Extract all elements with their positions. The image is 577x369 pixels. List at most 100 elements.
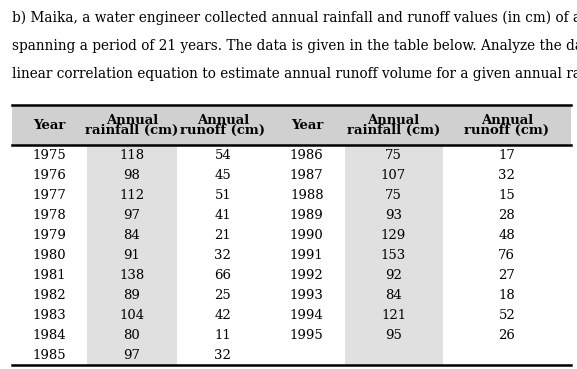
Bar — [87, 285, 177, 305]
Text: 1980: 1980 — [32, 249, 66, 262]
Text: 1984: 1984 — [32, 329, 66, 342]
Bar — [12, 185, 87, 205]
Bar — [177, 345, 269, 365]
Bar — [177, 325, 269, 345]
Bar — [443, 145, 571, 165]
Bar — [443, 345, 571, 365]
Text: 11: 11 — [215, 329, 231, 342]
Text: Year: Year — [33, 119, 66, 132]
Bar — [87, 245, 177, 265]
Text: 1989: 1989 — [290, 209, 324, 222]
Text: 1992: 1992 — [290, 269, 324, 282]
Bar — [12, 165, 87, 185]
Bar — [12, 145, 87, 165]
Text: 104: 104 — [119, 309, 144, 322]
Bar — [87, 185, 177, 205]
Text: 26: 26 — [499, 329, 515, 342]
Bar — [443, 165, 571, 185]
Bar — [269, 165, 344, 185]
Bar — [12, 105, 571, 145]
Bar — [269, 285, 344, 305]
Bar — [87, 305, 177, 325]
Bar — [177, 285, 269, 305]
Bar — [12, 245, 87, 265]
Bar — [12, 345, 87, 365]
Text: 129: 129 — [381, 229, 406, 242]
Bar — [269, 325, 344, 345]
Text: 51: 51 — [215, 189, 231, 202]
Text: 80: 80 — [123, 329, 140, 342]
Text: 1993: 1993 — [290, 289, 324, 302]
Bar — [87, 165, 177, 185]
Bar — [443, 325, 571, 345]
Text: runoff (cm): runoff (cm) — [181, 124, 265, 137]
Bar — [269, 265, 344, 285]
Text: 75: 75 — [385, 189, 402, 202]
Bar — [344, 345, 443, 365]
Text: 32: 32 — [215, 349, 231, 362]
Bar — [87, 145, 177, 165]
Text: 54: 54 — [215, 149, 231, 162]
Text: 25: 25 — [215, 289, 231, 302]
Bar — [12, 305, 87, 325]
Bar — [12, 225, 87, 245]
Text: 84: 84 — [385, 289, 402, 302]
Bar — [344, 205, 443, 225]
Text: Year: Year — [291, 119, 323, 132]
Text: 21: 21 — [215, 229, 231, 242]
Bar — [12, 285, 87, 305]
Text: 118: 118 — [119, 149, 144, 162]
Bar — [269, 205, 344, 225]
Bar — [344, 285, 443, 305]
Text: 107: 107 — [381, 169, 406, 182]
Text: 48: 48 — [499, 229, 515, 242]
Bar — [12, 205, 87, 225]
Bar — [443, 245, 571, 265]
Text: 1982: 1982 — [32, 289, 66, 302]
Text: 138: 138 — [119, 269, 144, 282]
Text: 28: 28 — [499, 209, 515, 222]
Text: 42: 42 — [215, 309, 231, 322]
Bar — [12, 325, 87, 345]
Text: linear correlation equation to estimate annual runoff volume for a given annual : linear correlation equation to estimate … — [12, 66, 577, 81]
Text: 89: 89 — [123, 289, 140, 302]
Bar — [269, 345, 344, 365]
Text: 97: 97 — [123, 209, 140, 222]
Text: 84: 84 — [123, 229, 140, 242]
Text: 1977: 1977 — [32, 189, 66, 202]
Text: 66: 66 — [214, 269, 231, 282]
Text: 92: 92 — [385, 269, 402, 282]
Bar — [12, 265, 87, 285]
Text: Annual: Annual — [481, 114, 533, 127]
Text: 121: 121 — [381, 309, 406, 322]
Bar — [443, 205, 571, 225]
Text: 15: 15 — [499, 189, 515, 202]
Text: 1985: 1985 — [32, 349, 66, 362]
Bar — [344, 145, 443, 165]
Text: 1986: 1986 — [290, 149, 324, 162]
Bar — [344, 325, 443, 345]
Text: spanning a period of 21 years. The data is given in the table below. Analyze the: spanning a period of 21 years. The data … — [12, 39, 577, 53]
Bar — [87, 325, 177, 345]
Bar — [177, 265, 269, 285]
Text: 1987: 1987 — [290, 169, 324, 182]
Bar — [344, 245, 443, 265]
Text: 1988: 1988 — [290, 189, 324, 202]
Bar — [177, 245, 269, 265]
Text: 76: 76 — [499, 249, 515, 262]
Bar — [269, 225, 344, 245]
Bar — [269, 185, 344, 205]
Text: 97: 97 — [123, 349, 140, 362]
Bar — [87, 265, 177, 285]
Bar — [87, 205, 177, 225]
Text: Annual: Annual — [197, 114, 249, 127]
Text: 91: 91 — [123, 249, 140, 262]
Text: b) Maika, a water engineer collected annual rainfall and runoff values (in cm) o: b) Maika, a water engineer collected ann… — [12, 11, 577, 25]
Text: 41: 41 — [215, 209, 231, 222]
Text: 1994: 1994 — [290, 309, 324, 322]
Bar — [177, 185, 269, 205]
Bar — [443, 305, 571, 325]
Text: 1976: 1976 — [32, 169, 66, 182]
Text: 32: 32 — [215, 249, 231, 262]
Text: 1981: 1981 — [32, 269, 66, 282]
